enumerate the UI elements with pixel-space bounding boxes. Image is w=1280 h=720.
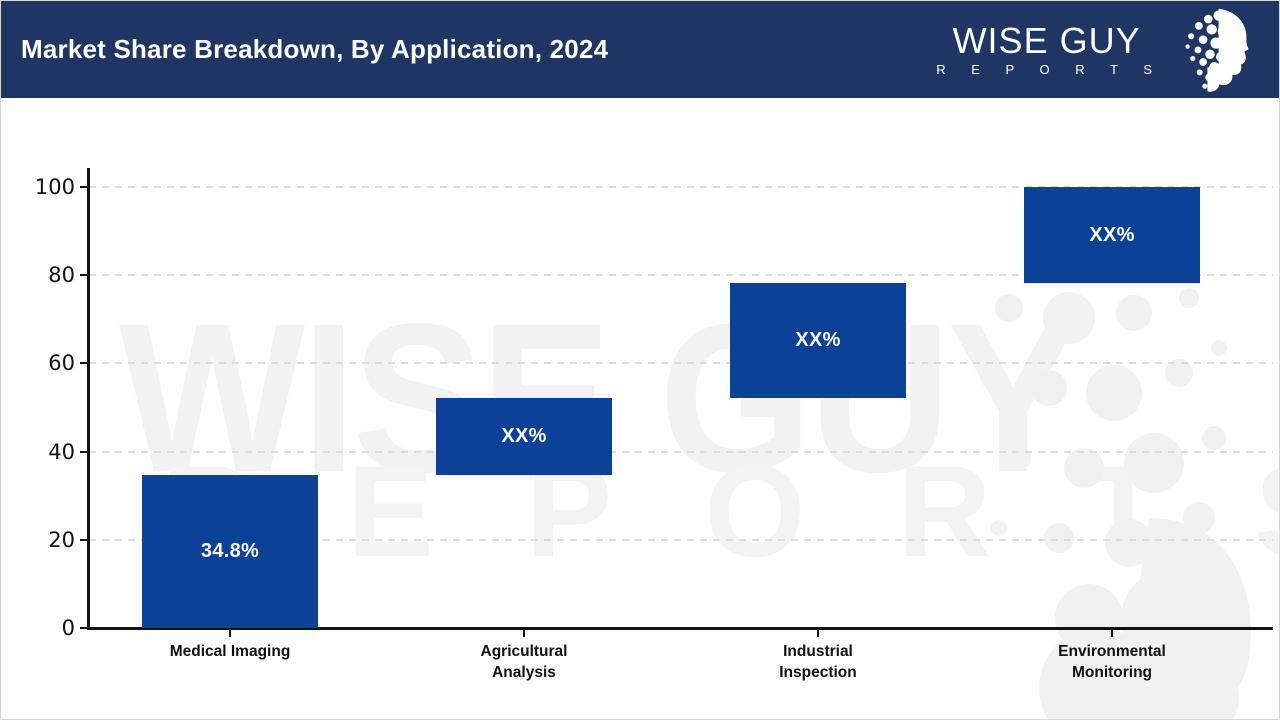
- x-axis-category-label: Agricultural Analysis: [414, 641, 634, 683]
- y-axis-tickmark: [80, 538, 88, 541]
- gridline-60: [89, 362, 1273, 365]
- y-axis-tick-label: 20: [48, 527, 75, 552]
- page-title: Market Share Breakdown, By Application, …: [21, 34, 609, 64]
- bar-value-label: XX%: [1089, 223, 1135, 246]
- x-axis-category-line: Inspection: [779, 664, 857, 681]
- bar-industrial-inspection: XX%: [730, 283, 906, 398]
- y-axis-tickmark: [80, 450, 88, 453]
- x-axis-tickmark: [817, 629, 819, 637]
- y-axis-tick-label: 80: [48, 263, 75, 288]
- gridline-80: [89, 274, 1273, 277]
- x-axis-category-line: Medical Imaging: [169, 643, 291, 660]
- y-axis-tick-label: 40: [48, 439, 75, 464]
- bar-value-label: XX%: [501, 424, 547, 447]
- gridline-100: [89, 186, 1273, 188]
- y-axis-tickmark: [80, 274, 88, 277]
- y-axis-tick-label: 0: [61, 616, 75, 640]
- x-axis-tickmark: [523, 629, 525, 637]
- brand-face-icon: [1185, 8, 1249, 92]
- x-axis-tickmark: [1111, 629, 1113, 637]
- bar-value-label: XX%: [795, 328, 841, 351]
- bar-environmental-monitoring: XX%: [1024, 187, 1200, 284]
- bar-value-label: 34.8%: [200, 539, 260, 562]
- x-axis-line: [87, 627, 1273, 630]
- x-axis-category-line: Industrial: [783, 643, 853, 660]
- brand-subtitle: R E P O R T S: [936, 61, 1163, 77]
- bar-agricultural-analysis: XX%: [436, 397, 612, 475]
- x-axis-category-line: Agricultural: [480, 643, 568, 660]
- x-axis-tickmark: [229, 629, 231, 637]
- y-axis-tickmark: [80, 362, 88, 365]
- y-axis-tickmark: [80, 186, 88, 188]
- brand-name: WISE GUY: [952, 19, 1141, 61]
- x-axis-category-line: Monitoring: [1071, 664, 1153, 681]
- y-axis-tick-label: 100: [34, 175, 75, 199]
- x-axis-category-label: Industrial Inspection: [708, 641, 928, 683]
- y-axis-line: [87, 168, 90, 630]
- brand-logo-text: WISE GUY R E P O R T S: [930, 19, 1163, 77]
- y-axis-tickmark: [80, 627, 88, 629]
- bar-medical-imaging: 34.8%: [142, 474, 318, 628]
- x-axis-category-label: Medical Imaging: [120, 641, 340, 662]
- header: Market Share Breakdown, By Application, …: [1, 1, 1279, 98]
- gridline-20: [89, 538, 1273, 541]
- brand-logo: WISE GUY R E P O R T S: [930, 6, 1253, 94]
- gridline-40: [89, 450, 1273, 453]
- x-axis-category-line: Environmental: [1058, 643, 1166, 660]
- x-axis-category-label: Environmental Monitoring: [1002, 641, 1222, 683]
- y-axis-tick-label: 60: [48, 351, 75, 376]
- x-axis-category-line: Analysis: [492, 664, 556, 681]
